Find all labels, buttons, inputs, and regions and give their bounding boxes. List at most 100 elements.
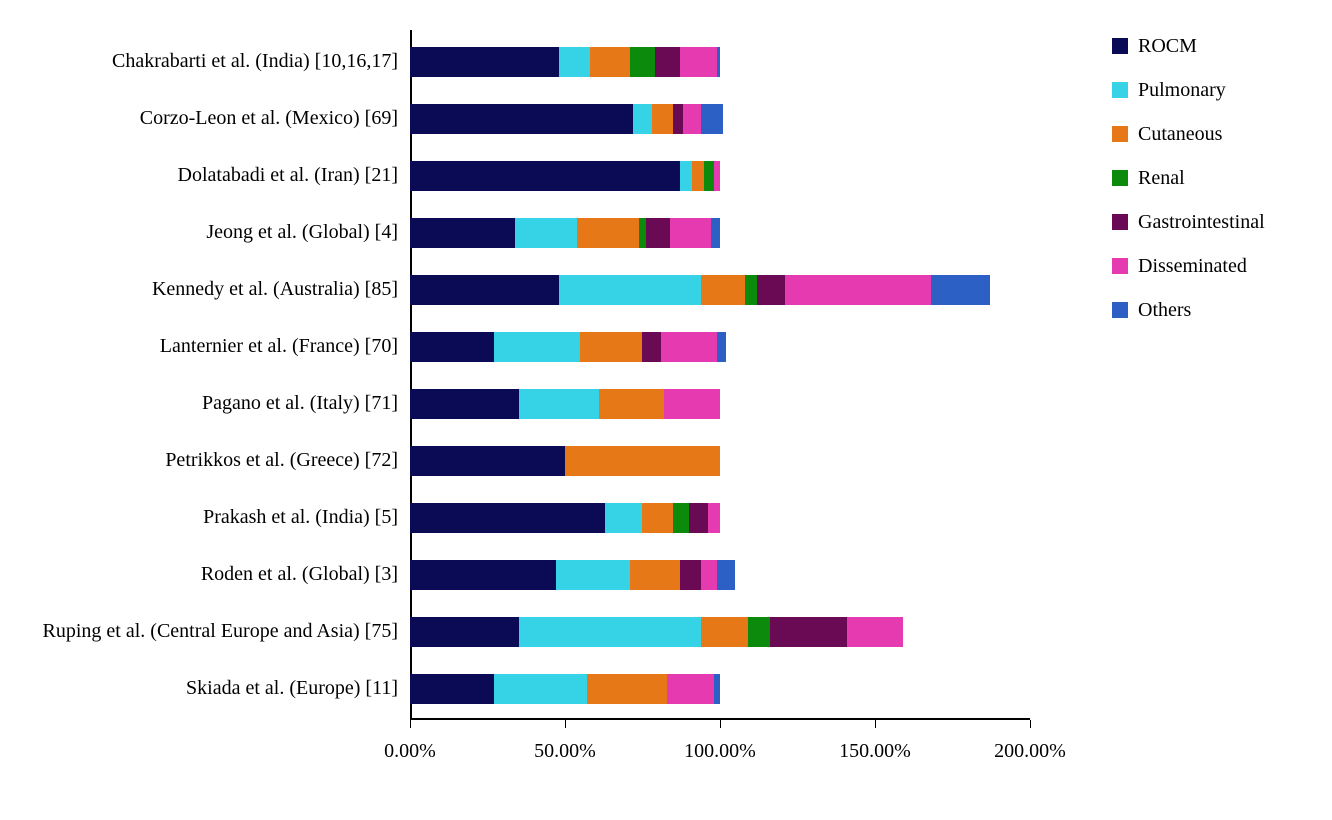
bar-row	[410, 389, 720, 419]
bar-segment-rocm	[410, 332, 494, 362]
legend-label: Disseminated	[1138, 256, 1247, 276]
legend-label: ROCM	[1138, 36, 1197, 56]
bar-row	[410, 674, 720, 704]
bar-row	[410, 503, 720, 533]
x-tick-label: 100.00%	[684, 740, 756, 763]
bar-segment-pulmonary	[494, 674, 587, 704]
legend-swatch	[1112, 82, 1128, 98]
category-label: Pagano et al. (Italy) [71]	[202, 392, 398, 415]
bar-segment-pulmonary	[494, 332, 581, 362]
bar-segment-rocm	[410, 161, 680, 191]
bar-segment-cutaneous	[701, 275, 744, 305]
category-label: Skiada et al. (Europe) [11]	[186, 677, 398, 700]
legend-label: Renal	[1138, 168, 1185, 188]
legend-item: Pulmonary	[1112, 80, 1265, 100]
bar-segment-rocm	[410, 47, 559, 77]
category-label: Lanternier et al. (France) [70]	[160, 335, 398, 358]
bar-segment-cutaneous	[580, 332, 642, 362]
legend-label: Gastrointestinal	[1138, 212, 1265, 232]
bar-segment-others	[717, 332, 726, 362]
bar-segment-gastrointestinal	[655, 47, 680, 77]
bar-segment-disseminated	[701, 560, 717, 590]
chart-viewport: 0.00%50.00%100.00%150.00%200.00% ROCMPul…	[0, 0, 1332, 820]
bar-segment-rocm	[410, 674, 494, 704]
bar-segment-gastrointestinal	[642, 332, 661, 362]
bar-segment-cutaneous	[587, 674, 668, 704]
bar-segment-rocm	[410, 617, 519, 647]
bar-segment-disseminated	[708, 503, 720, 533]
category-label: Petrikkos et al. (Greece) [72]	[165, 449, 398, 472]
legend-swatch	[1112, 214, 1128, 230]
bar-segment-pulmonary	[559, 47, 590, 77]
bar-segment-disseminated	[847, 617, 903, 647]
bar-segment-disseminated	[714, 161, 720, 191]
legend-swatch	[1112, 258, 1128, 274]
bar-segment-disseminated	[661, 332, 717, 362]
bar-segment-others	[711, 218, 720, 248]
bar-segment-cutaneous	[599, 389, 664, 419]
x-tick-label: 50.00%	[534, 740, 596, 763]
category-label: Prakash et al. (India) [5]	[203, 506, 398, 529]
bar-segment-rocm	[410, 104, 633, 134]
bar-segment-cutaneous	[642, 503, 673, 533]
x-tick-label: 150.00%	[839, 740, 911, 763]
legend-item: Cutaneous	[1112, 124, 1265, 144]
bar-segment-rocm	[410, 275, 559, 305]
legend-item: Gastrointestinal	[1112, 212, 1265, 232]
bar-segment-pulmonary	[519, 617, 702, 647]
legend-swatch	[1112, 170, 1128, 186]
category-label: Ruping et al. (Central Europe and Asia) …	[43, 620, 398, 643]
bar-segment-pulmonary	[680, 161, 692, 191]
bar-segment-cutaneous	[692, 161, 704, 191]
bar-segment-renal	[630, 47, 655, 77]
bar-row	[410, 617, 903, 647]
legend-item: Renal	[1112, 168, 1265, 188]
bar-segment-gastrointestinal	[680, 560, 702, 590]
bar-segment-disseminated	[680, 47, 717, 77]
bar-row	[410, 218, 720, 248]
bar-row	[410, 104, 723, 134]
x-tick	[410, 720, 411, 728]
category-label: Chakrabarti et al. (India) [10,16,17]	[112, 50, 398, 73]
bar-segment-disseminated	[664, 389, 720, 419]
bar-segment-cutaneous	[590, 47, 630, 77]
bar-segment-renal	[673, 503, 689, 533]
x-tick	[875, 720, 876, 728]
bar-row	[410, 560, 735, 590]
bar-segment-pulmonary	[519, 389, 600, 419]
x-tick-label: 200.00%	[994, 740, 1066, 763]
bar-segment-pulmonary	[605, 503, 642, 533]
bar-segment-gastrointestinal	[673, 104, 682, 134]
bar-segment-pulmonary	[559, 275, 702, 305]
bar-row	[410, 332, 726, 362]
bar-segment-gastrointestinal	[757, 275, 785, 305]
bar-segment-disseminated	[670, 218, 710, 248]
bar-segment-pulmonary	[633, 104, 652, 134]
legend-label: Pulmonary	[1138, 80, 1226, 100]
bar-segment-others	[931, 275, 990, 305]
legend-swatch	[1112, 302, 1128, 318]
bar-segment-rocm	[410, 389, 519, 419]
x-tick	[1030, 720, 1031, 728]
bar-segment-rocm	[410, 218, 515, 248]
legend-item: Disseminated	[1112, 256, 1265, 276]
bar-segment-gastrointestinal	[646, 218, 671, 248]
legend-item: Others	[1112, 300, 1265, 320]
plot-area: 0.00%50.00%100.00%150.00%200.00%	[410, 30, 1030, 720]
x-tick-label: 0.00%	[384, 740, 436, 763]
legend: ROCM Pulmonary Cutaneous Renal Gastrointesti…	[1112, 36, 1265, 344]
bar-segment-renal	[748, 617, 770, 647]
category-label: Dolatabadi et al. (Iran) [21]	[178, 164, 398, 187]
bar-segment-pulmonary	[515, 218, 577, 248]
bar-row	[410, 446, 720, 476]
bar-segment-rocm	[410, 446, 565, 476]
bar-row	[410, 275, 990, 305]
bar-segment-disseminated	[667, 674, 714, 704]
bar-segment-rocm	[410, 503, 605, 533]
bar-row	[410, 161, 720, 191]
category-label: Jeong et al. (Global) [4]	[206, 221, 398, 244]
bar-segment-disseminated	[785, 275, 931, 305]
category-label: Roden et al. (Global) [3]	[201, 563, 398, 586]
bar-segment-disseminated	[683, 104, 702, 134]
bar-segment-pulmonary	[556, 560, 630, 590]
